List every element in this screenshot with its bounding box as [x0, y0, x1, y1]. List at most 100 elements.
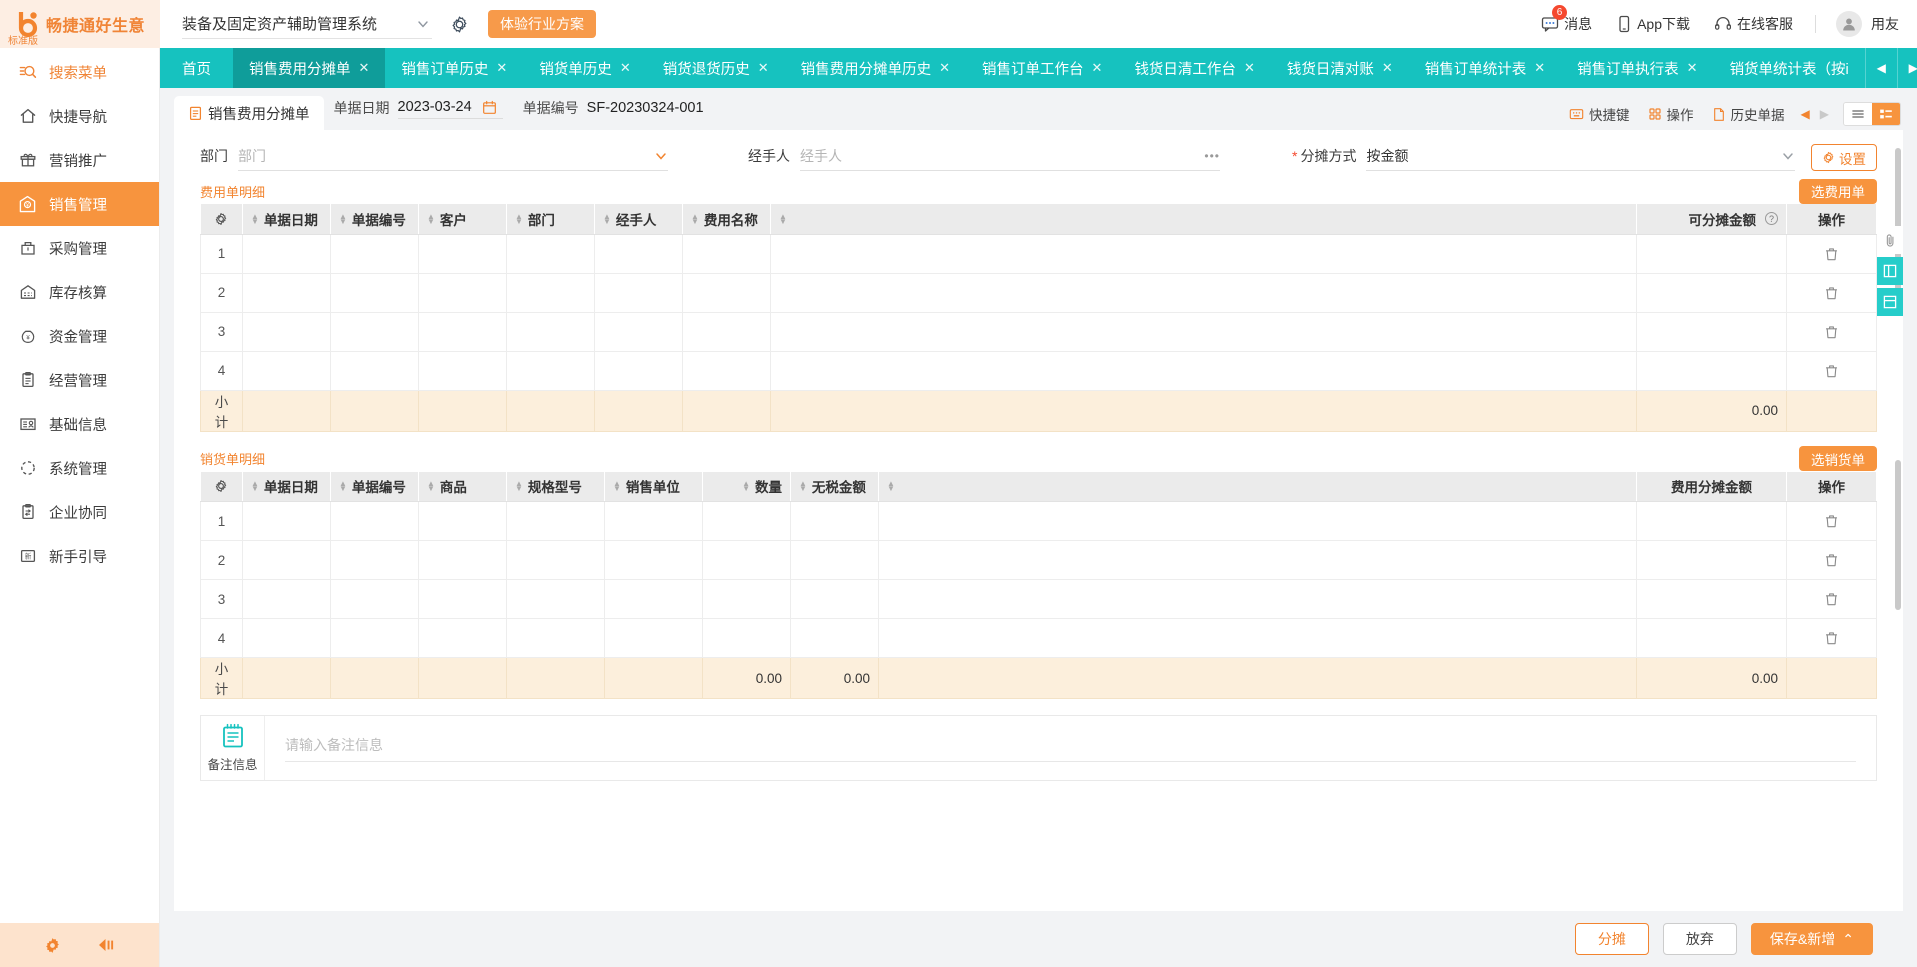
sales-col-amount-notax[interactable]: ▲ ▼ 无税金额 [790, 471, 879, 502]
cell-goods[interactable] [418, 579, 507, 619]
cell-handler[interactable] [594, 312, 683, 352]
cell-blank[interactable] [878, 540, 1637, 580]
sort-icon[interactable]: ▲ ▼ [251, 479, 259, 494]
cell-fee-name[interactable] [682, 234, 771, 274]
fee-col-settings[interactable] [200, 204, 243, 235]
sort-icon[interactable]: ▲ ▼ [427, 211, 435, 226]
cell-code[interactable] [330, 234, 419, 274]
fee-col-customer[interactable]: ▲ ▼ 客户 [418, 204, 507, 235]
fee-col-handler[interactable]: ▲ ▼ 经手人 [594, 204, 683, 235]
gear-icon[interactable] [448, 13, 470, 35]
cell-date[interactable] [242, 618, 331, 658]
history-docs-button[interactable]: 历史单据 [1712, 104, 1785, 124]
close-icon[interactable]: ✕ [1243, 60, 1255, 75]
fee-col-blank[interactable]: ▲ ▼ [770, 204, 1637, 235]
cell-code[interactable] [330, 579, 419, 619]
cell-date[interactable] [242, 351, 331, 391]
sidebar-item-basic-info[interactable]: 基础信息 [0, 402, 159, 446]
card-view-icon[interactable] [1872, 103, 1900, 125]
cell-goods[interactable] [418, 618, 507, 658]
close-icon[interactable]: ✕ [1091, 60, 1103, 75]
sidebar-item-search-menu[interactable]: 搜索菜单 [0, 50, 159, 94]
table-row[interactable]: 3 [200, 312, 1877, 352]
cell-alloc-amount[interactable] [1636, 618, 1787, 658]
sales-col-alloc-amount[interactable]: 费用分摊金额 [1636, 471, 1787, 502]
sort-icon[interactable]: ▲ ▼ [339, 479, 347, 494]
cell-blank[interactable] [770, 273, 1637, 313]
sidebar-item-operation-management[interactable]: 经营管理 [0, 358, 159, 402]
close-icon[interactable]: ✕ [1686, 60, 1698, 75]
sales-col-unit[interactable]: ▲ ▼ 销售单位 [604, 471, 703, 502]
tab-sales-invoice-stats[interactable]: 销货单统计表（按i [1714, 48, 1865, 88]
cell-code[interactable] [330, 501, 419, 541]
header-item-online-service[interactable]: 在线客服 [1714, 14, 1793, 34]
cell-date[interactable] [242, 540, 331, 580]
trash-icon[interactable] [1795, 363, 1868, 379]
sort-icon[interactable]: ▲ ▼ [251, 211, 259, 226]
cell-customer[interactable] [418, 273, 507, 313]
table-row[interactable]: 2 [200, 540, 1877, 580]
cell-qty[interactable] [702, 618, 791, 658]
sidebar-item-marketing[interactable]: 营销推广 [0, 138, 159, 182]
gear-solid-icon[interactable] [43, 936, 62, 955]
cell-unit[interactable] [604, 540, 703, 580]
cell-spec[interactable] [506, 540, 605, 580]
caret-left-icon[interactable]: ◀ [1864, 48, 1897, 88]
sidebar-item-inventory-accounting[interactable]: 库存核算 [0, 270, 159, 314]
cell-amount-notax[interactable] [790, 618, 879, 658]
fee-col-allocatable-amount[interactable]: 可分摊金额? [1636, 204, 1787, 235]
system-select[interactable]: 装备及固定资产辅助管理系统 [182, 9, 432, 39]
sales-col-qty[interactable]: ▲ ▼ 数量 [702, 471, 791, 502]
tab-sales-fee-allocation-history[interactable]: 销售费用分摊单历史 ✕ [785, 48, 966, 88]
cell-department[interactable] [506, 273, 595, 313]
cell-blank[interactable] [878, 579, 1637, 619]
experience-industry-plan-button[interactable]: 体验行业方案 [488, 10, 596, 38]
cell-spec[interactable] [506, 579, 605, 619]
tab-sales-return-history[interactable]: 销货退货历史 ✕ [647, 48, 785, 88]
cell-goods[interactable] [418, 540, 507, 580]
sales-col-code[interactable]: ▲ ▼ 单据编号 [330, 471, 419, 502]
shortcut-keys-button[interactable]: 快捷键 [1569, 104, 1630, 124]
sales-col-settings[interactable] [200, 471, 243, 502]
sort-icon[interactable]: ▲ ▼ [515, 479, 523, 494]
sidebar-item-enterprise-collaboration[interactable]: 企业协同 [0, 490, 159, 534]
tab-home[interactable]: 首页 [160, 48, 233, 88]
cell-handler[interactable] [594, 351, 683, 391]
trash-icon[interactable] [1795, 630, 1868, 646]
cell-customer[interactable] [418, 234, 507, 274]
close-icon[interactable]: ✕ [1381, 60, 1393, 75]
cell-fee-name[interactable] [682, 312, 771, 352]
cell-fee-name[interactable] [682, 351, 771, 391]
cell-alloc-amount[interactable] [1636, 579, 1787, 619]
cell-handler[interactable] [594, 273, 683, 313]
calendar-icon[interactable] [482, 100, 497, 115]
sort-icon[interactable]: ▲ ▼ [613, 479, 621, 494]
cell-code[interactable] [330, 273, 419, 313]
cell-amount-notax[interactable] [790, 579, 879, 619]
trash-icon[interactable] [1795, 246, 1868, 262]
sidebar-item-purchase-management[interactable]: 采购管理 [0, 226, 159, 270]
allocate-method-select[interactable]: 按金额 [1366, 141, 1795, 171]
copy-panel-icon[interactable] [1877, 288, 1903, 316]
cell-customer[interactable] [418, 312, 507, 352]
sort-icon[interactable]: ▲ ▼ [887, 479, 895, 494]
cell-code[interactable] [330, 312, 419, 352]
cell-alloc-amount[interactable] [1636, 540, 1787, 580]
avatar[interactable] [1836, 11, 1862, 37]
select-fee-doc-button[interactable]: 选费用单 [1799, 178, 1877, 204]
cell-blank[interactable] [878, 618, 1637, 658]
ellipsis-icon[interactable]: ••• [1204, 148, 1220, 163]
department-input[interactable]: 部门 [238, 141, 668, 171]
cell-date[interactable] [242, 273, 331, 313]
fee-col-date[interactable]: ▲ ▼ 单据日期 [242, 204, 331, 235]
cell-qty[interactable] [702, 501, 791, 541]
handler-input[interactable]: 经手人 ••• [800, 141, 1220, 171]
header-item-app-download[interactable]: App下载 [1616, 14, 1690, 34]
close-icon[interactable]: ✕ [1534, 60, 1546, 75]
trash-icon[interactable] [1795, 552, 1868, 568]
cell-unit[interactable] [604, 579, 703, 619]
discard-button[interactable]: 放弃 [1662, 923, 1737, 955]
scroll-thumb-upper[interactable] [1895, 148, 1901, 298]
header-item-message[interactable]: 消息 6 [1541, 5, 1592, 34]
table-row[interactable]: 3 [200, 579, 1877, 619]
